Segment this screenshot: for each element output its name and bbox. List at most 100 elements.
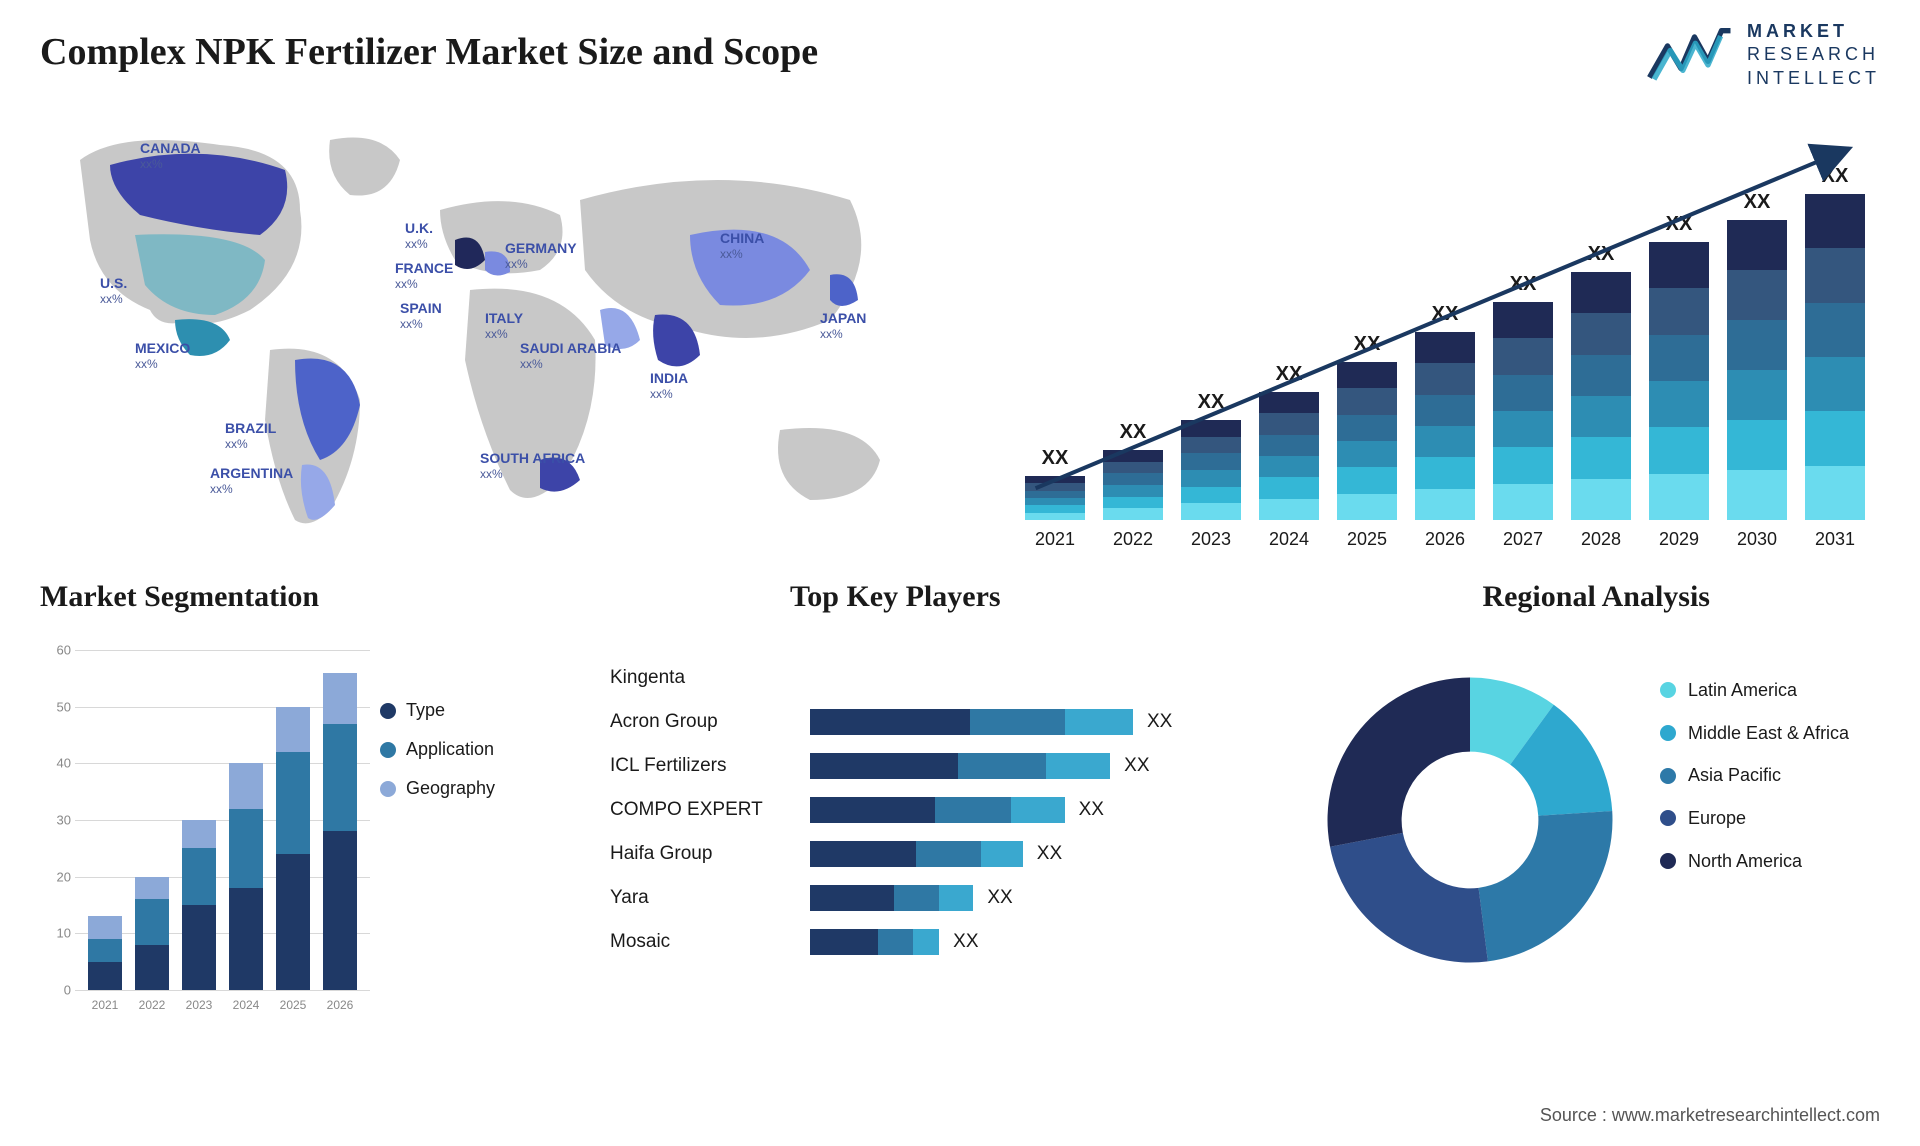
bar-value-label: XX bbox=[1510, 273, 1537, 296]
y-tick-label: 50 bbox=[57, 699, 71, 714]
logo-line-3: INTELLECT bbox=[1747, 67, 1880, 90]
player-value: XX bbox=[1079, 799, 1104, 821]
player-value: XX bbox=[1147, 711, 1172, 733]
country-label: CHINAxx% bbox=[720, 230, 764, 261]
player-bar bbox=[810, 709, 1133, 735]
seg-year-label: 2023 bbox=[186, 998, 213, 1012]
player-row: Acron Group XX bbox=[610, 704, 1290, 740]
bar-year-label: 2021 bbox=[1035, 529, 1075, 550]
legend-label: Europe bbox=[1688, 808, 1746, 829]
source-text: Source : www.marketresearchintellect.com bbox=[1540, 1105, 1880, 1126]
seg-bar-column bbox=[229, 763, 263, 990]
player-name: ICL Fertilizers bbox=[610, 755, 810, 777]
player-value: XX bbox=[1124, 755, 1149, 777]
bar-value-label: XX bbox=[1666, 213, 1693, 236]
bar-year-label: 2025 bbox=[1347, 529, 1387, 550]
bar-value-label: XX bbox=[1822, 165, 1849, 188]
player-row: ICL Fertilizers XX bbox=[610, 748, 1290, 784]
country-label: INDIAxx% bbox=[650, 370, 688, 401]
player-name: COMPO EXPERT bbox=[610, 799, 810, 821]
bar-year-label: 2028 bbox=[1581, 529, 1621, 550]
bar-year-label: 2023 bbox=[1191, 529, 1231, 550]
bar-year-label: 2030 bbox=[1737, 529, 1777, 550]
bar-year-label: 2026 bbox=[1425, 529, 1465, 550]
bar-year-label: 2024 bbox=[1269, 529, 1309, 550]
bar-column bbox=[1805, 194, 1865, 520]
regional-legend: Latin America Middle East & Africa Asia Pa… bbox=[1660, 680, 1880, 893]
player-name: Haifa Group bbox=[610, 843, 810, 865]
legend-label: Application bbox=[406, 739, 494, 760]
legend-swatch bbox=[380, 703, 396, 719]
player-row: YaraXX bbox=[610, 880, 1290, 916]
legend-item: Asia Pacific bbox=[1660, 765, 1880, 786]
country-label: BRAZILxx% bbox=[225, 420, 276, 451]
player-value: XX bbox=[987, 887, 1012, 909]
bar-year-label: 2022 bbox=[1113, 529, 1153, 550]
bar-column bbox=[1727, 220, 1787, 520]
seg-bar-column bbox=[88, 916, 122, 990]
legend-label: Geography bbox=[406, 778, 495, 799]
donut-slice bbox=[1330, 833, 1488, 963]
seg-bar-column bbox=[135, 877, 169, 990]
seg-year-label: 2021 bbox=[92, 998, 119, 1012]
bar-column bbox=[1649, 242, 1709, 520]
country-label: FRANCExx% bbox=[395, 260, 453, 291]
country-label: SPAINxx% bbox=[400, 300, 442, 331]
country-label: U.K.xx% bbox=[405, 220, 433, 251]
seg-bar-column bbox=[276, 707, 310, 990]
legend-label: Latin America bbox=[1688, 680, 1797, 701]
legend-swatch bbox=[1660, 810, 1676, 826]
bar-column bbox=[1415, 332, 1475, 520]
y-tick-label: 0 bbox=[64, 983, 71, 998]
segmentation-title: Market Segmentation bbox=[40, 580, 319, 614]
gridline bbox=[75, 990, 370, 991]
bar-column bbox=[1337, 362, 1397, 520]
legend-item: Application bbox=[380, 739, 560, 760]
regional-title: Regional Analysis bbox=[1482, 580, 1710, 614]
player-value: XX bbox=[1037, 843, 1062, 865]
bar-column bbox=[1025, 476, 1085, 520]
player-bar bbox=[810, 929, 939, 955]
player-bar bbox=[810, 841, 1023, 867]
segmentation-legend: Type Application Geography bbox=[380, 700, 560, 817]
legend-swatch bbox=[1660, 768, 1676, 784]
seg-year-label: 2024 bbox=[233, 998, 260, 1012]
legend-item: Europe bbox=[1660, 808, 1880, 829]
donut-slice bbox=[1479, 811, 1613, 961]
player-row: MosaicXX bbox=[610, 924, 1290, 960]
segmentation-chart: 0102030405060 202120222023202420252026 T… bbox=[40, 620, 560, 1020]
legend-item: Latin America bbox=[1660, 680, 1880, 701]
legend-swatch bbox=[1660, 682, 1676, 698]
seg-bar-column bbox=[182, 820, 216, 990]
page-title: Complex NPK Fertilizer Market Size and S… bbox=[40, 30, 818, 74]
bar-value-label: XX bbox=[1588, 243, 1615, 266]
y-tick-label: 20 bbox=[57, 869, 71, 884]
bar-value-label: XX bbox=[1432, 303, 1459, 326]
bar-value-label: XX bbox=[1354, 333, 1381, 356]
country-label: ARGENTINAxx% bbox=[210, 465, 293, 496]
logo-text: MARKET RESEARCH INTELLECT bbox=[1747, 20, 1880, 90]
brand-logo: MARKET RESEARCH INTELLECT bbox=[1645, 20, 1880, 90]
player-name: Acron Group bbox=[610, 711, 810, 733]
legend-swatch bbox=[1660, 853, 1676, 869]
key-players-chart: KingentaAcron GroupXXICL FertilizersXXCO… bbox=[610, 620, 1290, 1020]
bar-column bbox=[1493, 302, 1553, 520]
legend-item: Middle East & Africa bbox=[1660, 723, 1880, 744]
legend-item: Geography bbox=[380, 778, 560, 799]
country-label: MEXICOxx% bbox=[135, 340, 190, 371]
bar-year-label: 2027 bbox=[1503, 529, 1543, 550]
seg-year-label: 2025 bbox=[280, 998, 307, 1012]
player-bar bbox=[810, 753, 1110, 779]
bar-value-label: XX bbox=[1744, 191, 1771, 214]
seg-year-label: 2026 bbox=[327, 998, 354, 1012]
country-label: SAUDI ARABIAxx% bbox=[520, 340, 621, 371]
legend-swatch bbox=[1660, 725, 1676, 741]
player-name: Mosaic bbox=[610, 931, 810, 953]
y-tick-label: 30 bbox=[57, 813, 71, 828]
legend-label: Type bbox=[406, 700, 445, 721]
legend-label: Asia Pacific bbox=[1688, 765, 1781, 786]
player-bar bbox=[810, 797, 1065, 823]
players-title: Top Key Players bbox=[790, 580, 1001, 614]
regional-donut bbox=[1320, 670, 1620, 970]
logo-icon bbox=[1645, 20, 1735, 90]
